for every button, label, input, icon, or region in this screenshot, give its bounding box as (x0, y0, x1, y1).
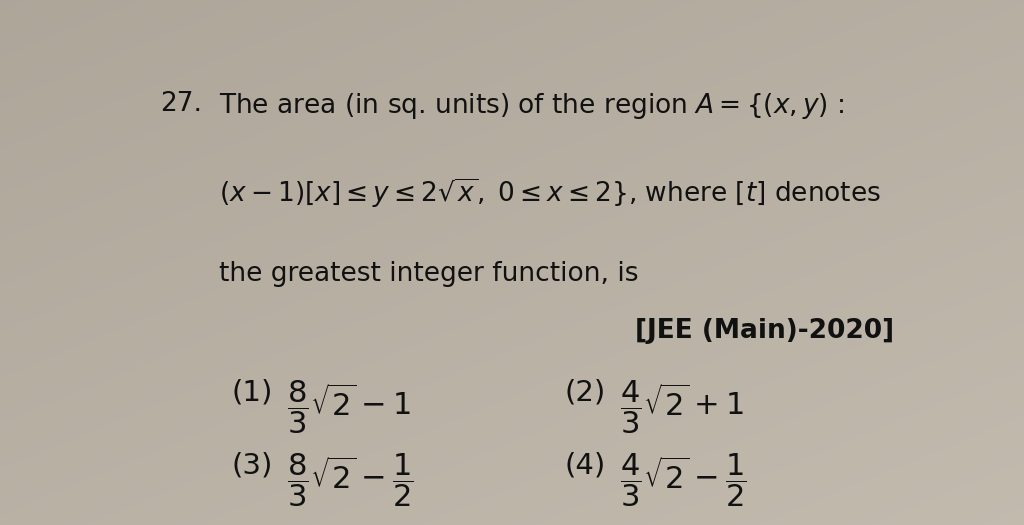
Text: 27.: 27. (160, 91, 202, 117)
Text: (3): (3) (231, 451, 272, 479)
Text: the greatest integer function, is: the greatest integer function, is (219, 261, 639, 287)
Text: $\dfrac{4}{3}\sqrt{2}-\dfrac{1}{2}$: $\dfrac{4}{3}\sqrt{2}-\dfrac{1}{2}$ (620, 451, 746, 509)
Text: The area (in sq. units) of the region $A = \{(x, y)$ :: The area (in sq. units) of the region $A… (219, 91, 845, 121)
Text: $\dfrac{8}{3}\sqrt{2}-\dfrac{1}{2}$: $\dfrac{8}{3}\sqrt{2}-\dfrac{1}{2}$ (287, 451, 413, 509)
Text: $(x-1)[x] \leq y \leq 2\sqrt{x},\; 0 \leq x \leq 2\}$, where $[t]$ denotes: $(x-1)[x] \leq y \leq 2\sqrt{x},\; 0 \le… (219, 176, 882, 210)
Text: (2): (2) (564, 379, 606, 406)
Text: $\dfrac{4}{3}\sqrt{2}+1$: $\dfrac{4}{3}\sqrt{2}+1$ (620, 379, 743, 436)
Text: (1): (1) (231, 379, 272, 406)
Text: (4): (4) (564, 451, 606, 479)
Text: $\dfrac{8}{3}\sqrt{2}-1$: $\dfrac{8}{3}\sqrt{2}-1$ (287, 379, 411, 436)
Text: [JEE (Main)-2020]: [JEE (Main)-2020] (635, 318, 894, 344)
